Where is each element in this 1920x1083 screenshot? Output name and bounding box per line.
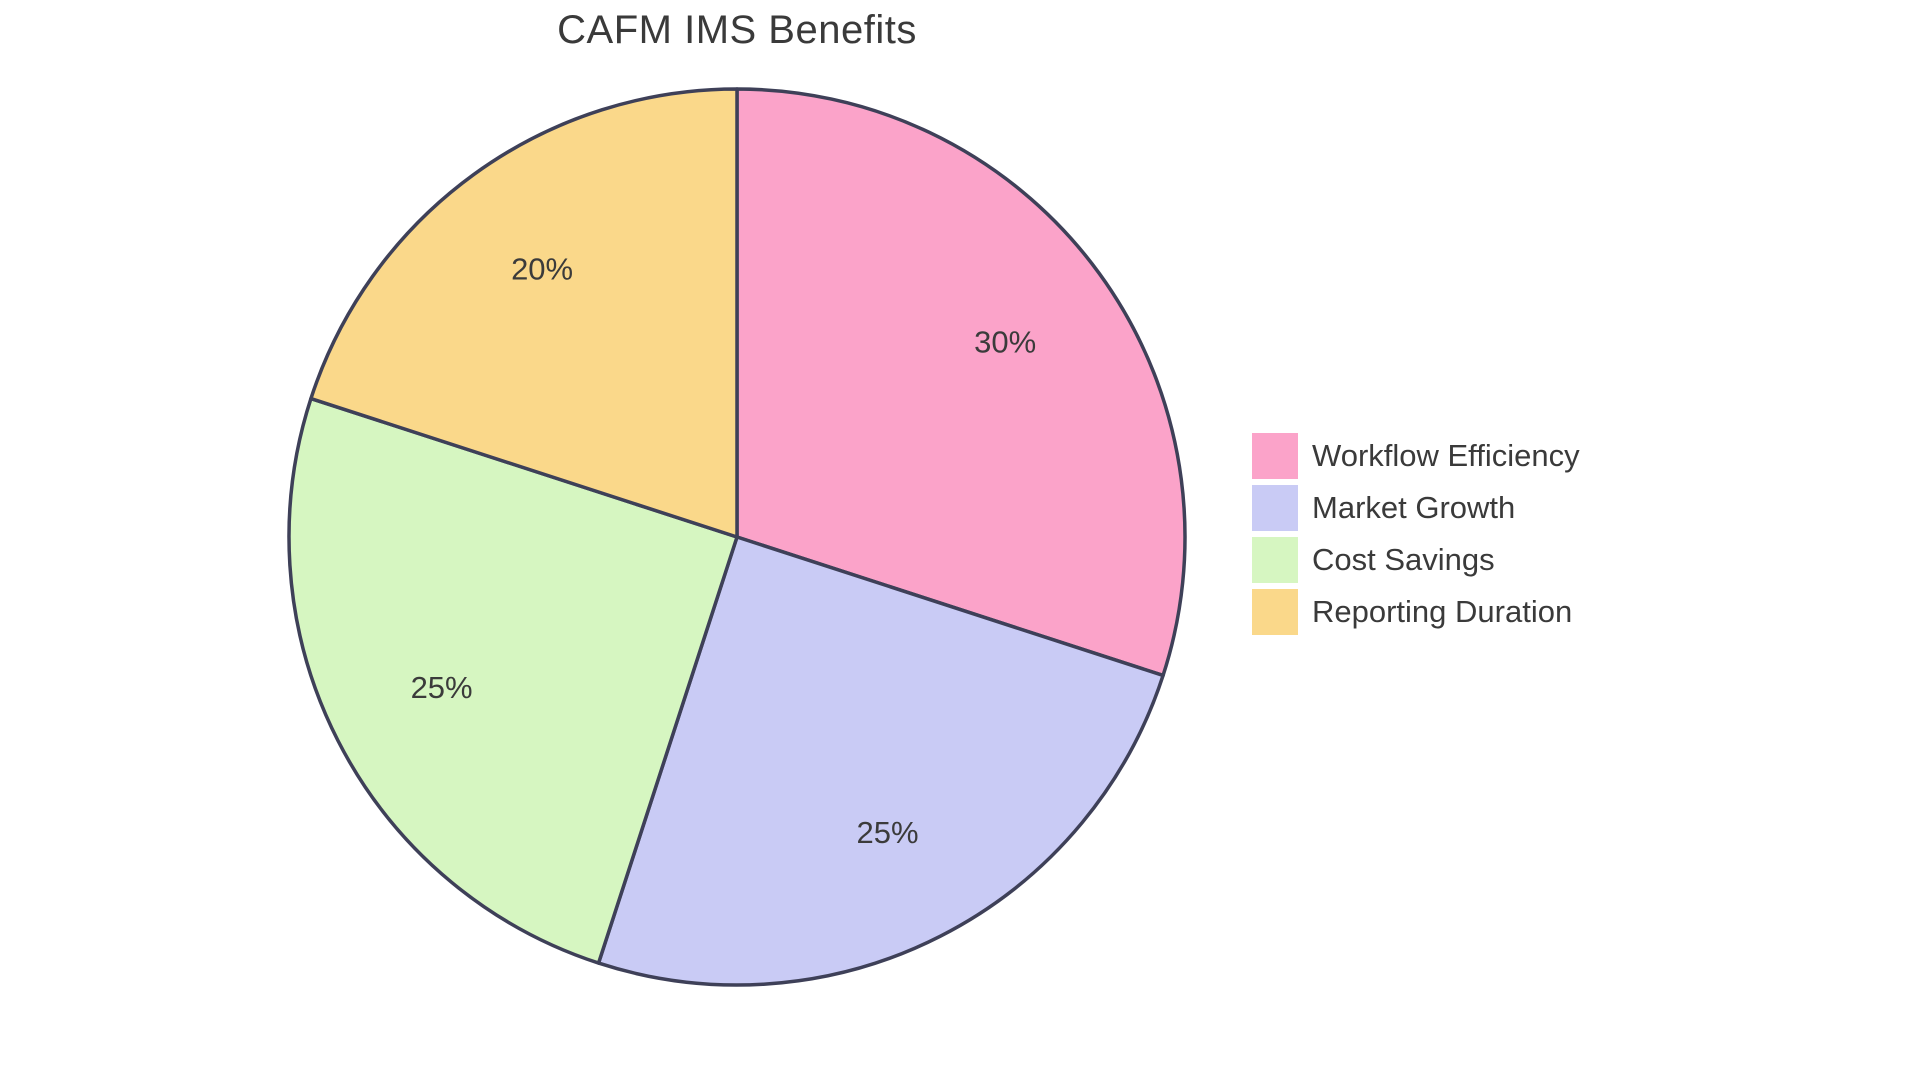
legend-swatch-reporting-duration	[1252, 589, 1298, 635]
legend: Workflow Efficiency Market Growth Cost Sav…	[1252, 433, 1580, 641]
slice-percent-label-market-growth: 25%	[856, 815, 918, 850]
legend-item-cost-savings[interactable]: Cost Savings	[1252, 537, 1580, 583]
legend-swatch-cost-savings	[1252, 537, 1298, 583]
legend-swatch-workflow-efficiency	[1252, 433, 1298, 479]
pie-slice-reporting-duration[interactable]	[309, 87, 739, 539]
legend-label: Reporting Duration	[1312, 594, 1573, 629]
pie-slice-workflow-efficiency[interactable]	[735, 87, 1187, 678]
slice-percent-label-workflow-efficiency: 30%	[974, 325, 1036, 360]
legend-item-market-growth[interactable]: Market Growth	[1252, 485, 1580, 531]
chart-title: CAFM IMS Benefits	[557, 8, 917, 52]
pie-slice-cost-savings[interactable]	[287, 396, 739, 965]
legend-item-reporting-duration[interactable]: Reporting Duration	[1252, 589, 1580, 635]
legend-label: Market Growth	[1312, 490, 1516, 525]
legend-label: Workflow Efficiency	[1312, 438, 1580, 473]
slice-percent-label-reporting-duration: 20%	[511, 251, 573, 286]
legend-item-workflow-efficiency[interactable]: Workflow Efficiency	[1252, 433, 1580, 479]
legend-swatch-market-growth	[1252, 485, 1298, 531]
slice-percent-label-cost-savings: 25%	[411, 670, 473, 705]
legend-label: Cost Savings	[1312, 542, 1495, 577]
pie-slice-market-growth[interactable]	[596, 535, 1165, 987]
